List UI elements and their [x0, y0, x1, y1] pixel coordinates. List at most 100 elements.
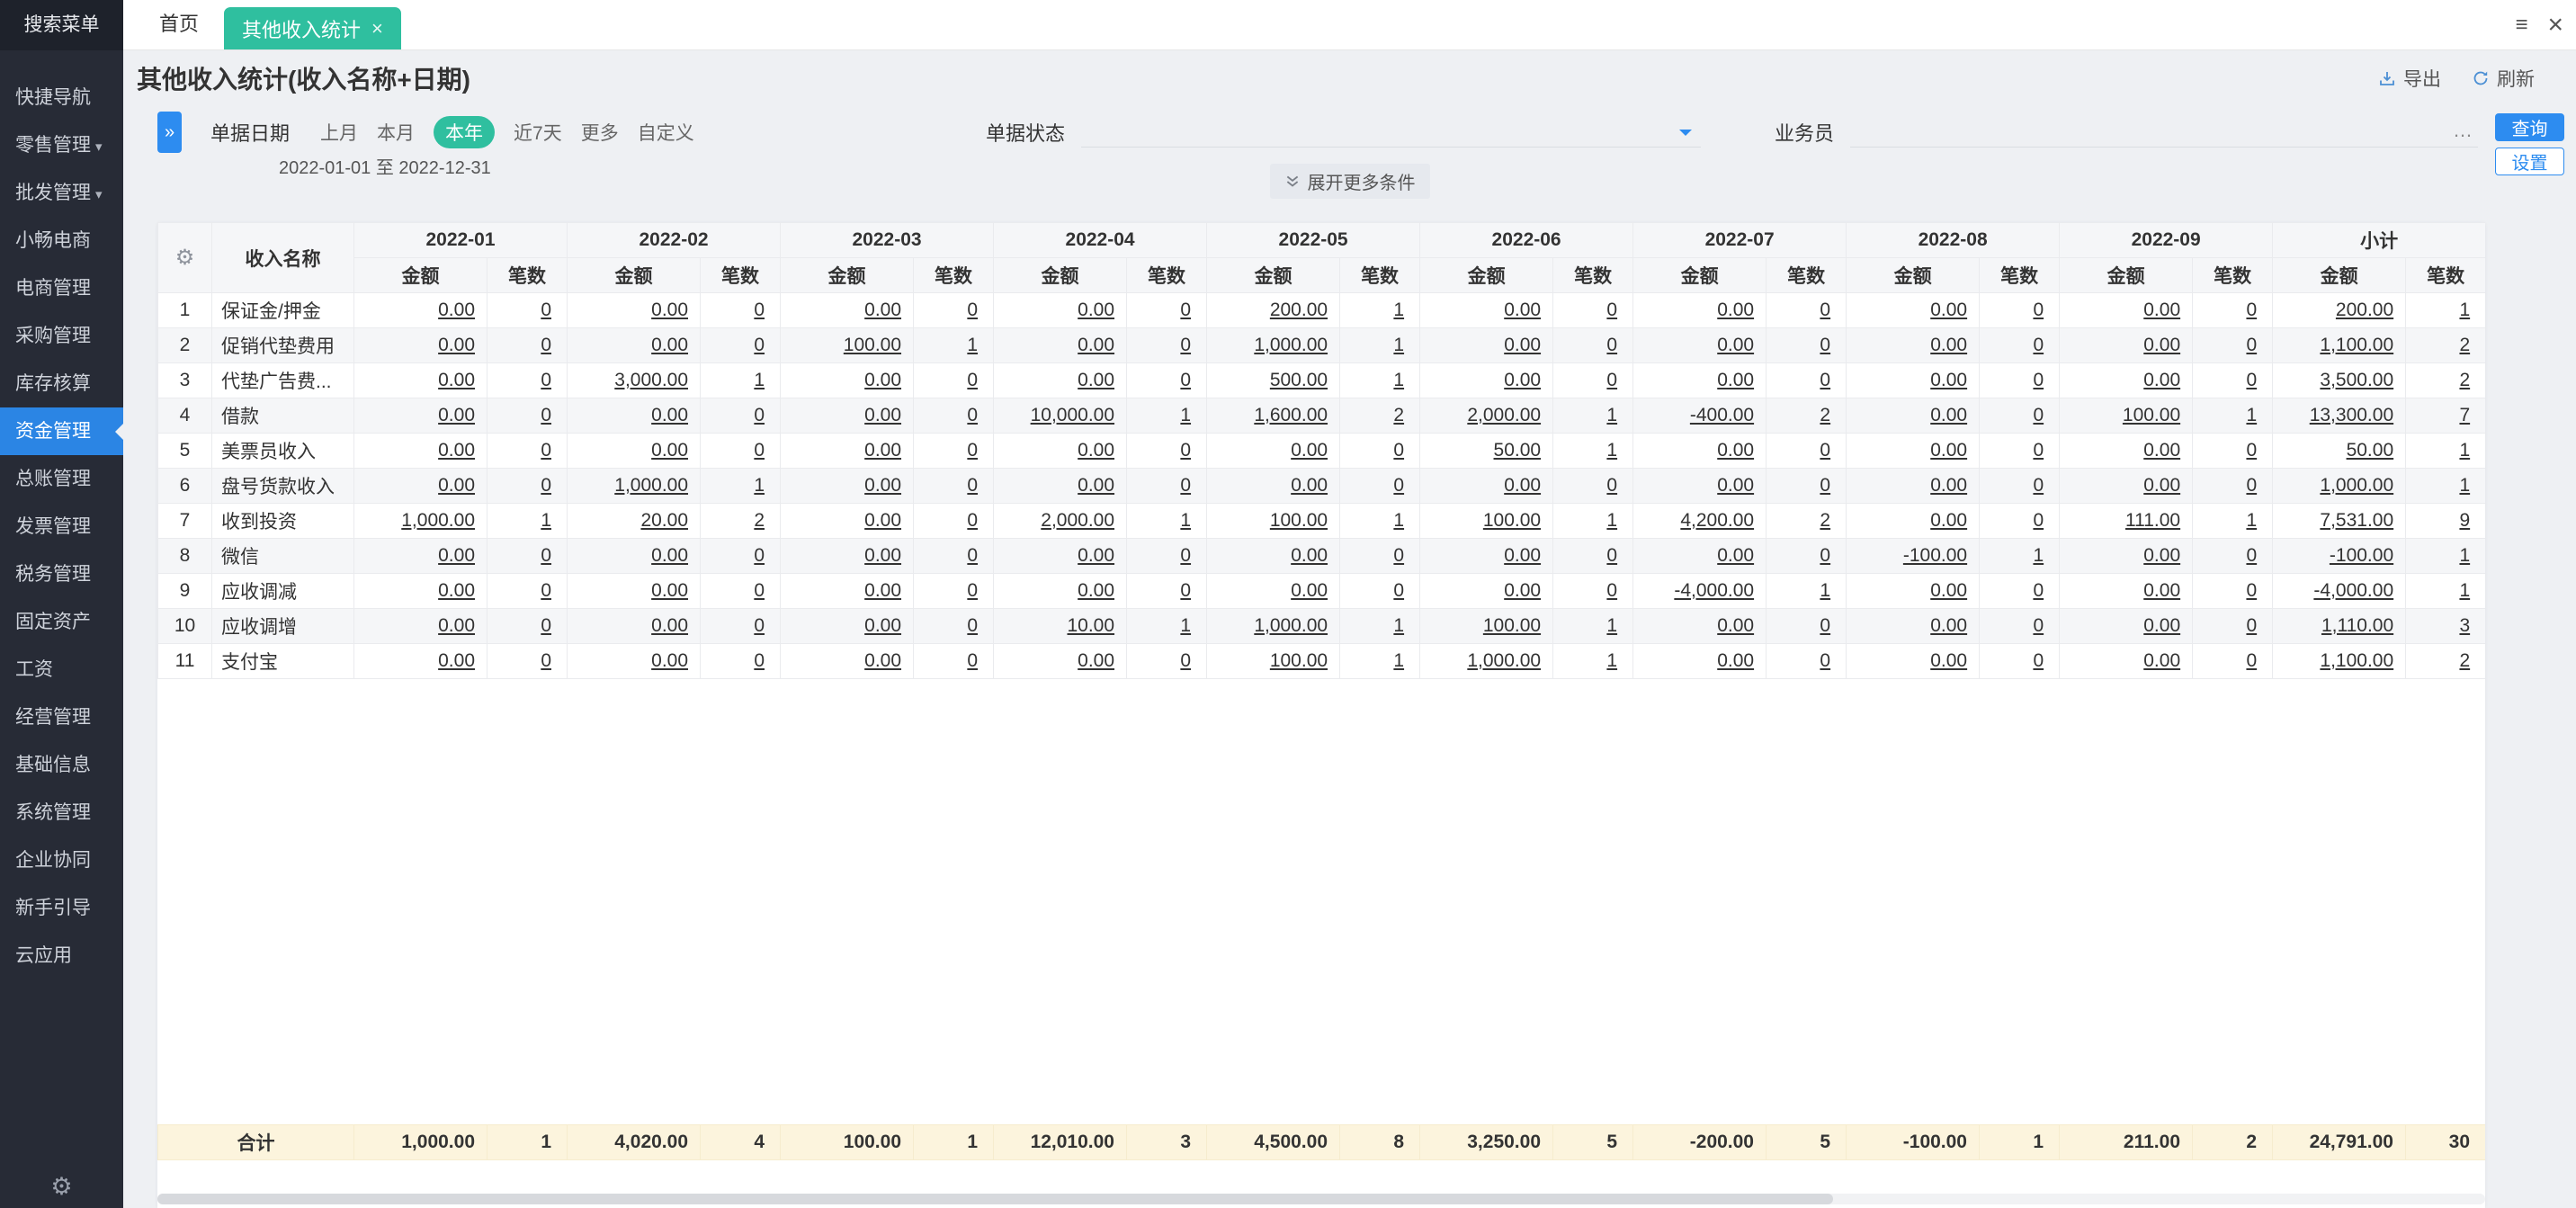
- amount-cell[interactable]: 100.00: [1419, 503, 1554, 539]
- sidebar-item-基础信息[interactable]: 基础信息: [0, 741, 123, 789]
- count-cell[interactable]: 0: [1126, 433, 1208, 469]
- count-cell[interactable]: 1: [1766, 573, 1847, 609]
- amount-cell[interactable]: 0.00: [1206, 538, 1341, 574]
- amount-cell[interactable]: 0.00: [567, 327, 702, 363]
- amount-cell[interactable]: 0.00: [780, 538, 915, 574]
- amount-cell[interactable]: 0.00: [993, 643, 1128, 679]
- count-cell[interactable]: 2: [2405, 643, 2485, 679]
- count-cell[interactable]: 0: [1339, 538, 1421, 574]
- amount-cell[interactable]: 1,100.00: [2272, 327, 2407, 363]
- count-cell[interactable]: 0: [1552, 468, 1634, 504]
- count-cell[interactable]: 1: [1126, 503, 1208, 539]
- amount-cell[interactable]: 0.00: [1846, 327, 1981, 363]
- count-cell[interactable]: 1: [1552, 503, 1634, 539]
- count-cell[interactable]: 0: [2192, 362, 2274, 398]
- amount-cell[interactable]: 0.00: [567, 292, 702, 328]
- amount-cell[interactable]: 0.00: [1846, 433, 1981, 469]
- count-cell[interactable]: 0: [700, 327, 782, 363]
- amount-cell[interactable]: 100.00: [780, 327, 915, 363]
- amount-cell[interactable]: 100.00: [1419, 608, 1554, 644]
- amount-cell[interactable]: 0.00: [1846, 573, 1981, 609]
- count-cell[interactable]: 1: [1339, 327, 1421, 363]
- count-cell[interactable]: 1: [2192, 503, 2274, 539]
- amount-cell[interactable]: 0.00: [2059, 327, 2194, 363]
- amount-cell[interactable]: 0.00: [1419, 362, 1554, 398]
- amount-cell[interactable]: 1,600.00: [1206, 398, 1341, 434]
- count-cell[interactable]: 1: [1339, 608, 1421, 644]
- count-cell[interactable]: 0: [1766, 433, 1847, 469]
- amount-cell[interactable]: 7,531.00: [2272, 503, 2407, 539]
- count-cell[interactable]: 0: [1126, 643, 1208, 679]
- amount-cell[interactable]: 0.00: [1419, 327, 1554, 363]
- amount-cell[interactable]: 0.00: [780, 468, 915, 504]
- count-cell[interactable]: 0: [2192, 468, 2274, 504]
- count-cell[interactable]: 0: [1979, 292, 2061, 328]
- amount-cell[interactable]: 0.00: [353, 608, 487, 644]
- tab-其他收入统计[interactable]: 其他收入统计 ×: [224, 7, 401, 49]
- count-cell[interactable]: 2: [1339, 398, 1421, 434]
- tab-首页[interactable]: 首页: [134, 0, 224, 49]
- count-cell[interactable]: 1: [700, 362, 782, 398]
- amount-cell[interactable]: 1,000.00: [2272, 468, 2407, 504]
- count-cell[interactable]: 1: [1339, 643, 1421, 679]
- amount-cell[interactable]: 0.00: [353, 433, 487, 469]
- amount-cell[interactable]: 0.00: [567, 433, 702, 469]
- export-button[interactable]: 导出: [2378, 65, 2441, 92]
- amount-cell[interactable]: 0.00: [1632, 643, 1767, 679]
- amount-cell[interactable]: 13,300.00: [2272, 398, 2407, 434]
- amount-cell[interactable]: 1,110.00: [2272, 608, 2407, 644]
- count-cell[interactable]: 1: [1126, 608, 1208, 644]
- amount-cell[interactable]: 200.00: [1206, 292, 1341, 328]
- amount-cell[interactable]: 0.00: [1846, 292, 1981, 328]
- count-cell[interactable]: 0: [700, 398, 782, 434]
- date-quick-近7天[interactable]: 近7天: [514, 123, 562, 144]
- amount-cell[interactable]: 500.00: [1206, 362, 1341, 398]
- sidebar-item-工资[interactable]: 工资: [0, 646, 123, 693]
- amount-cell[interactable]: 0.00: [1846, 398, 1981, 434]
- count-cell[interactable]: 0: [2192, 538, 2274, 574]
- horizontal-scrollbar[interactable]: [157, 1194, 2485, 1204]
- count-cell[interactable]: 0: [913, 608, 995, 644]
- count-cell[interactable]: 1: [486, 503, 568, 539]
- count-cell[interactable]: 1: [2405, 292, 2485, 328]
- amount-cell[interactable]: 0.00: [567, 608, 702, 644]
- amount-cell[interactable]: 0.00: [780, 573, 915, 609]
- count-cell[interactable]: 0: [1126, 538, 1208, 574]
- amount-cell[interactable]: 0.00: [2059, 468, 2194, 504]
- count-cell[interactable]: 1: [2192, 398, 2274, 434]
- sidebar-item-经营管理[interactable]: 经营管理: [0, 693, 123, 741]
- count-cell[interactable]: 1: [2405, 538, 2485, 574]
- count-cell[interactable]: 0: [1766, 362, 1847, 398]
- count-cell[interactable]: 0: [1979, 327, 2061, 363]
- amount-cell[interactable]: 1,000.00: [1419, 643, 1554, 679]
- status-select[interactable]: [1081, 117, 1701, 148]
- count-cell[interactable]: 1: [1552, 433, 1634, 469]
- amount-cell[interactable]: 0.00: [1632, 538, 1767, 574]
- count-cell[interactable]: 3: [2405, 608, 2485, 644]
- amount-cell[interactable]: 0.00: [1846, 468, 1981, 504]
- count-cell[interactable]: 0: [1766, 538, 1847, 574]
- count-cell[interactable]: 0: [913, 573, 995, 609]
- count-cell[interactable]: 0: [486, 538, 568, 574]
- count-cell[interactable]: 9: [2405, 503, 2485, 539]
- count-cell[interactable]: 2: [2405, 327, 2485, 363]
- count-cell[interactable]: 0: [1766, 327, 1847, 363]
- count-cell[interactable]: 0: [913, 362, 995, 398]
- amount-cell[interactable]: 0.00: [1419, 292, 1554, 328]
- amount-cell[interactable]: 100.00: [2059, 398, 2194, 434]
- count-cell[interactable]: 0: [1979, 433, 2061, 469]
- amount-cell[interactable]: 0.00: [567, 398, 702, 434]
- sidebar-search[interactable]: 搜索菜单: [0, 0, 123, 50]
- count-cell[interactable]: 1: [700, 468, 782, 504]
- count-cell[interactable]: 1: [2405, 433, 2485, 469]
- amount-cell[interactable]: 111.00: [2059, 503, 2194, 539]
- count-cell[interactable]: 0: [1979, 608, 2061, 644]
- count-cell[interactable]: 1: [913, 327, 995, 363]
- count-cell[interactable]: 0: [486, 362, 568, 398]
- count-cell[interactable]: 0: [1979, 643, 2061, 679]
- amount-cell[interactable]: 0.00: [2059, 573, 2194, 609]
- count-cell[interactable]: 0: [486, 398, 568, 434]
- date-quick-自定义[interactable]: 自定义: [637, 123, 694, 144]
- count-cell[interactable]: 0: [1979, 573, 2061, 609]
- count-cell[interactable]: 0: [1126, 468, 1208, 504]
